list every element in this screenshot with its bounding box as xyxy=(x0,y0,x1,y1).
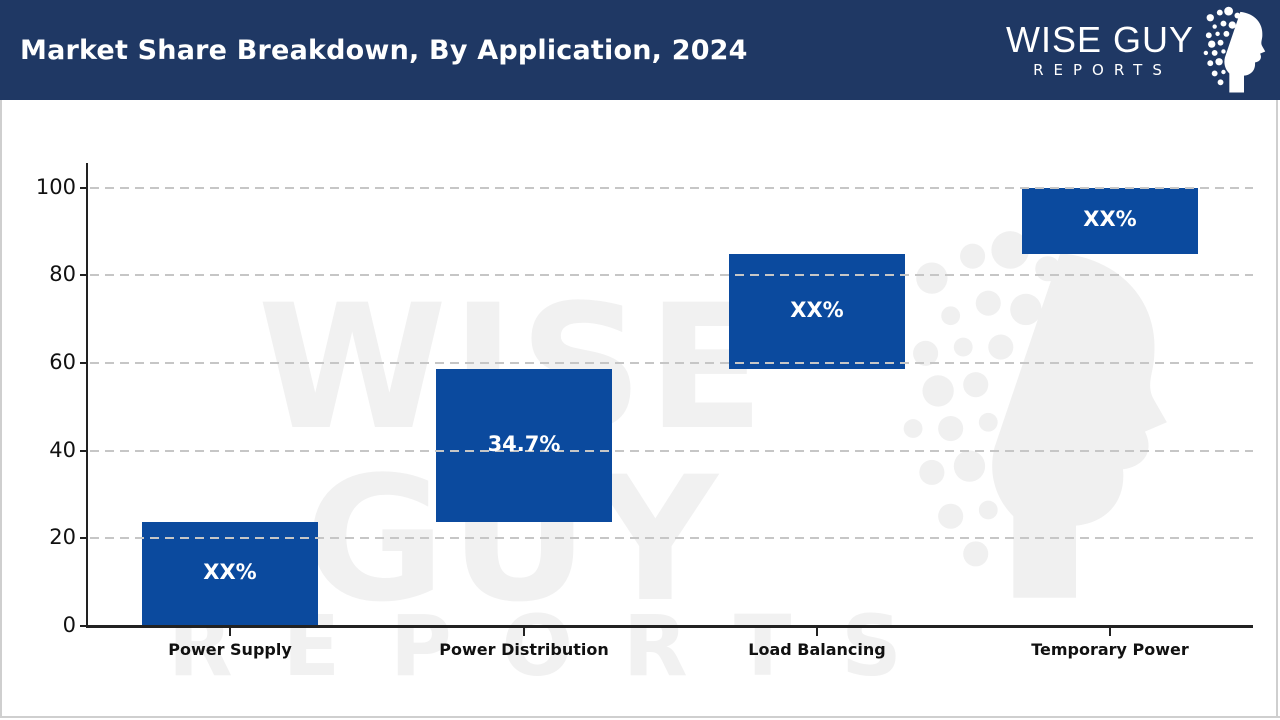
page-title: Market Share Breakdown, By Application, … xyxy=(20,34,748,66)
x-category-label: Temporary Power xyxy=(1031,640,1189,659)
page-border-bottom xyxy=(0,716,1280,718)
x-category-label: Power Distribution xyxy=(439,640,609,659)
brand-subname: REPORTS xyxy=(1033,61,1172,79)
y-tick-label-60: 60 xyxy=(49,349,76,374)
bar-power-distribution xyxy=(436,369,612,522)
page-border-right xyxy=(1276,100,1278,718)
x-tick-2 xyxy=(816,628,818,636)
x-category-label: Power Supply xyxy=(168,640,292,659)
y-tick-40 xyxy=(80,449,88,452)
bar-load-balancing xyxy=(729,253,905,370)
gridline-60 xyxy=(90,361,1253,364)
gridline-40 xyxy=(90,449,1253,452)
brand-head-icon xyxy=(1203,6,1266,93)
gridline-80 xyxy=(90,274,1253,277)
y-axis-line xyxy=(86,163,88,628)
x-tick-1 xyxy=(523,628,525,636)
x-category-label: Load Balancing xyxy=(748,640,886,659)
x-axis-line xyxy=(86,625,1253,628)
y-tick-80 xyxy=(80,274,88,277)
gridline-20 xyxy=(90,537,1253,540)
y-tick-label-40: 40 xyxy=(49,437,76,462)
y-tick-label-100: 100 xyxy=(35,174,76,199)
y-tick-60 xyxy=(80,361,88,364)
watermark-head-icon xyxy=(903,231,1167,598)
y-tick-100 xyxy=(80,186,88,189)
bar-value-label: XX% xyxy=(1083,206,1137,231)
brand-logo-text: WISE GUY REPORTS xyxy=(1006,22,1194,78)
y-tick-label-0: 0 xyxy=(62,613,76,637)
page-border-left xyxy=(0,100,2,718)
brand-logo: WISE GUY REPORTS xyxy=(1006,6,1266,94)
gridline-100 xyxy=(90,186,1253,189)
bar-value-label: XX% xyxy=(790,297,844,322)
brand-name: WISE GUY xyxy=(1005,19,1194,60)
y-tick-20 xyxy=(80,537,88,540)
x-tick-0 xyxy=(229,628,231,636)
y-tick-0 xyxy=(80,625,88,627)
bar-temporary-power xyxy=(1022,187,1198,254)
y-tick-label-80: 80 xyxy=(49,262,76,287)
bar-value-label: XX% xyxy=(203,559,257,584)
header: Market Share Breakdown, By Application, … xyxy=(0,0,1280,100)
y-tick-label-20: 20 xyxy=(49,525,76,550)
x-tick-3 xyxy=(1109,628,1111,636)
bar-value-label: 34.7% xyxy=(487,431,561,456)
